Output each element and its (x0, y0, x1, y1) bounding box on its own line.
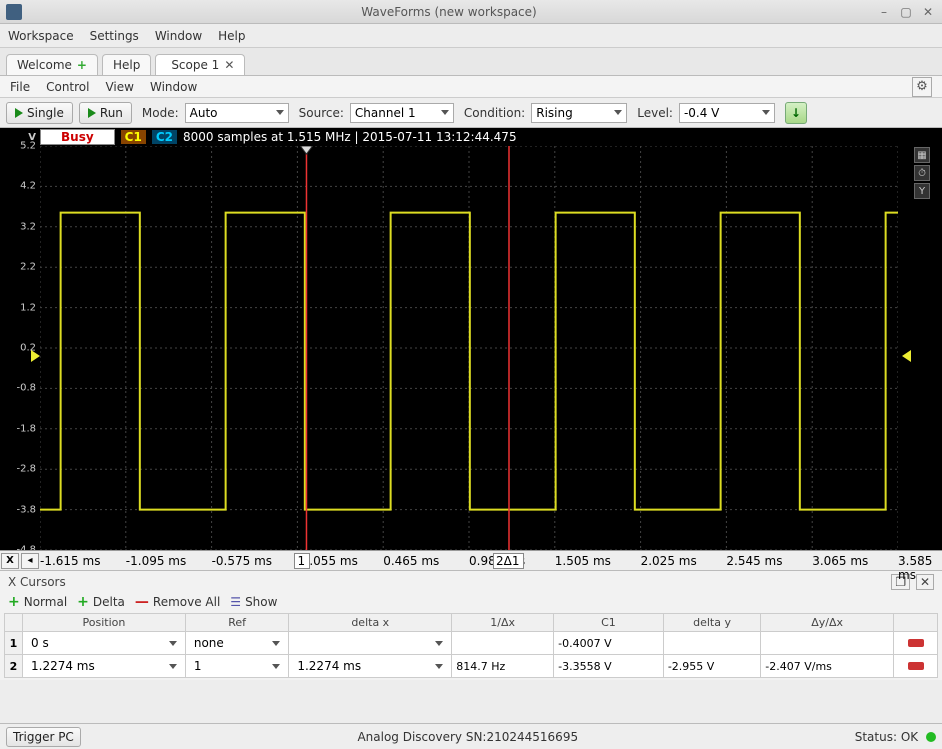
menu-help[interactable]: Help (218, 29, 245, 43)
table-row[interactable]: 21.2274 ms11.2274 ms814.7 Hz-3.3558 V-2.… (5, 655, 938, 678)
mode-value: Auto (190, 106, 218, 120)
cursor-2-field[interactable]: 2Δ1 (493, 553, 524, 569)
show-button[interactable]: ☰Show (230, 595, 281, 609)
chevron-down-icon (441, 110, 449, 115)
x-axis-menu-button[interactable]: X (1, 553, 19, 569)
document-tabbar: Welcome + Help Scope 1 ✕ (0, 48, 942, 76)
plot-tool-1[interactable]: ▦ (914, 147, 930, 163)
tab-help[interactable]: Help (102, 54, 151, 75)
run-button[interactable]: Run (79, 102, 132, 124)
cursors-table: PositionRefdelta x1/ΔxC1delta yΔy/Δx 10 … (4, 613, 938, 678)
mode-label: Mode: (142, 106, 179, 120)
channel-2-label[interactable]: C2 (152, 130, 177, 144)
condition-label: Condition: (464, 106, 525, 120)
x-axis: X ◂ -1.615 ms-1.095 ms-0.575 ms-0.055 ms… (0, 550, 942, 570)
window-title: WaveForms (new workspace) (28, 5, 870, 19)
level-value: -0.4 V (684, 106, 719, 120)
source-value: Channel 1 (355, 106, 416, 120)
level-combo[interactable]: -0.4 V (679, 103, 775, 123)
list-icon: ☰ (230, 595, 241, 609)
cursors-title: X Cursors (8, 575, 66, 589)
scope-status-bar: Busy C1 C2 8000 samples at 1.515 MHz | 2… (40, 128, 902, 146)
status-busy: Busy (40, 129, 115, 145)
add-normal-button[interactable]: +Normal (8, 594, 67, 610)
plot-tool-y[interactable]: Y (914, 183, 930, 199)
x-axis-left-button[interactable]: ◂ (21, 553, 39, 569)
tab-label: Help (113, 58, 140, 72)
channel-1-label[interactable]: C1 (121, 130, 146, 144)
trigger-pc-button[interactable]: Trigger PC (6, 727, 81, 747)
chevron-down-icon (762, 110, 770, 115)
chevron-down-icon (276, 110, 284, 115)
scope-plot[interactable]: Busy C1 C2 8000 samples at 1.515 MHz | 2… (0, 128, 942, 550)
source-label: Source: (299, 106, 344, 120)
play-icon (88, 108, 96, 118)
maximize-button[interactable]: ▢ (898, 4, 914, 20)
tab-scope-1[interactable]: Scope 1 ✕ (155, 54, 245, 75)
add-delta-button[interactable]: +Delta (77, 594, 125, 610)
cursors-title-bar: X Cursors ❐ ✕ (4, 573, 938, 591)
run-label: Run (100, 106, 123, 120)
scope-toolbar: Single Run Mode: Auto Source: Channel 1 … (0, 98, 942, 128)
menu-file[interactable]: File (10, 80, 30, 94)
cursors-toolbar: +Normal +Delta —Remove All ☰Show (4, 591, 938, 613)
minus-icon: — (135, 594, 149, 610)
menu-control[interactable]: Control (46, 80, 89, 94)
tab-welcome[interactable]: Welcome + (6, 54, 98, 75)
acquisition-info: 8000 samples at 1.515 MHz | 2015-07-11 1… (183, 130, 517, 144)
single-button[interactable]: Single (6, 102, 73, 124)
plot-tool-2[interactable]: ⏱ (914, 165, 930, 181)
plus-icon: + (77, 58, 87, 72)
status-indicator: Status: OK (855, 730, 936, 744)
apply-button[interactable]: ↓ (785, 102, 807, 124)
x-axis-labels: -1.615 ms-1.095 ms-0.575 ms-0.055 ms0.46… (40, 551, 942, 570)
minimize-button[interactable]: – (876, 4, 892, 20)
level-label: Level: (637, 106, 673, 120)
menu-window2[interactable]: Window (150, 80, 197, 94)
mode-combo[interactable]: Auto (185, 103, 289, 123)
trigger-marker-left[interactable] (31, 350, 40, 362)
table-row[interactable]: 10 snone-0.4007 V (5, 632, 938, 655)
main-menubar: Workspace Settings Window Help (0, 24, 942, 48)
single-label: Single (27, 106, 64, 120)
menu-workspace[interactable]: Workspace (8, 29, 74, 43)
close-icon[interactable]: ✕ (224, 58, 234, 72)
cursor-1-field[interactable]: 1 (294, 553, 310, 569)
remove-all-button[interactable]: —Remove All (135, 594, 220, 610)
x-cursors-panel: X Cursors ❐ ✕ +Normal +Delta —Remove All… (0, 570, 942, 680)
status-bar: Trigger PC Analog Discovery SN:210244516… (0, 723, 942, 749)
condition-combo[interactable]: Rising (531, 103, 627, 123)
app-icon (6, 4, 22, 20)
window-titlebar: WaveForms (new workspace) – ▢ ✕ (0, 0, 942, 24)
chevron-down-icon (614, 110, 622, 115)
source-combo[interactable]: Channel 1 (350, 103, 454, 123)
tab-label: Welcome (17, 58, 72, 72)
plot-canvas (40, 146, 898, 550)
settings-gear-button[interactable]: ⚙ (912, 77, 932, 97)
menu-settings[interactable]: Settings (90, 29, 139, 43)
y-axis: V 5.24.23.22.21.20.2-0.8-1.8-2.8-3.8-4.8 (0, 146, 40, 550)
scope-menubar: File Control View Window ⚙ (0, 76, 942, 98)
close-button[interactable]: ✕ (920, 4, 936, 20)
device-info: Analog Discovery SN:210244516695 (357, 730, 578, 744)
single-icon (15, 108, 23, 118)
down-arrow-icon: ↓ (791, 106, 801, 120)
plus-icon: + (8, 594, 20, 610)
menu-view[interactable]: View (105, 80, 133, 94)
tab-label: Scope 1 (171, 58, 219, 72)
trigger-marker-right[interactable] (902, 350, 911, 362)
plus-icon: + (77, 594, 89, 610)
condition-value: Rising (536, 106, 572, 120)
plot-right-gutter: ▦ ⏱ Y (902, 146, 942, 550)
status-ok-icon (926, 732, 936, 742)
menu-window[interactable]: Window (155, 29, 202, 43)
